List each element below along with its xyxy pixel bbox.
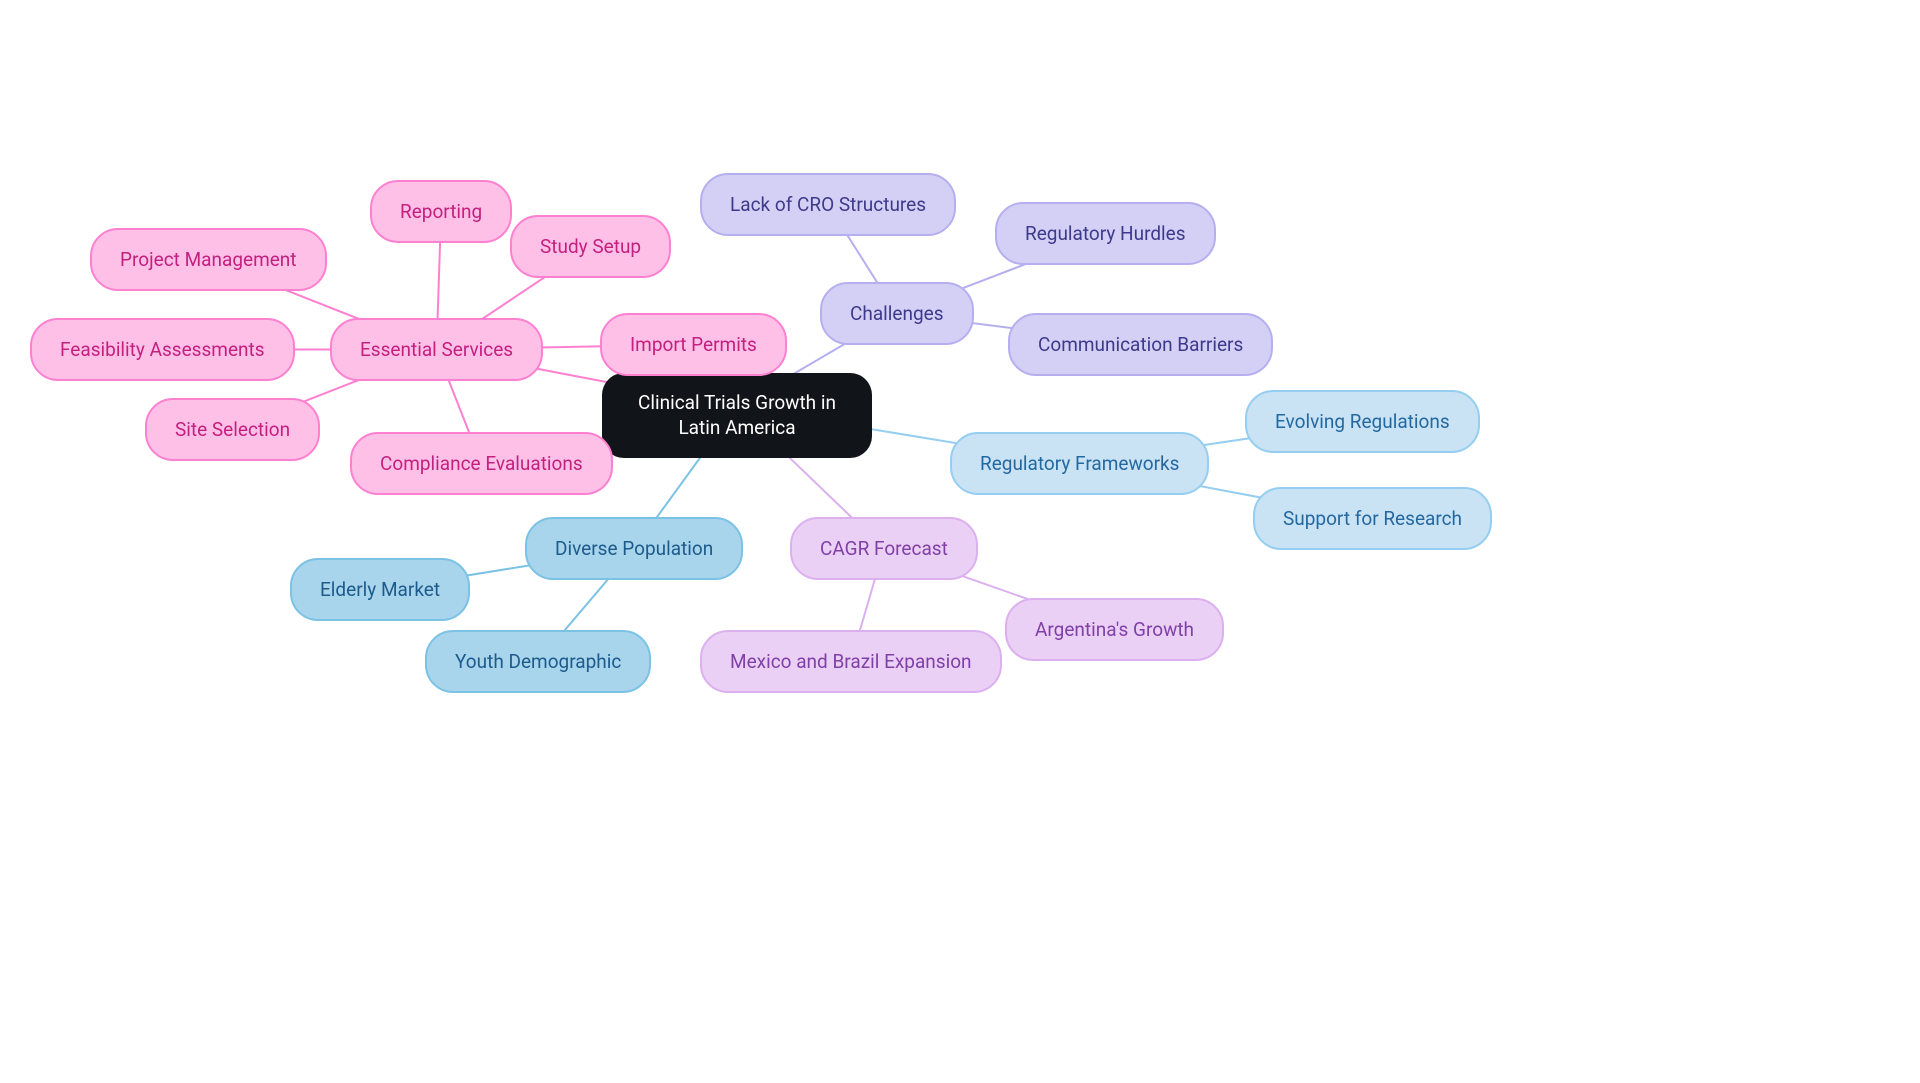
branch-essential: Essential Services (330, 318, 543, 381)
leaf-cagr-0: Argentina's Growth (1005, 598, 1224, 661)
leaf-cagr-1: Mexico and Brazil Expansion (700, 630, 1002, 693)
leaf-essential-6: Project Management (90, 228, 327, 291)
leaf-essential-4: Site Selection (145, 398, 320, 461)
leaf-essential-5: Feasibility Assessments (30, 318, 295, 381)
branch-challenges: Challenges (820, 282, 974, 345)
leaf-diverse-1: Youth Demographic (425, 630, 651, 693)
leaf-challenges-1: Regulatory Hurdles (995, 202, 1216, 265)
leaf-essential-3: Compliance Evaluations (350, 432, 613, 495)
leaf-diverse-0: Elderly Market (290, 558, 470, 621)
leaf-challenges-0: Lack of CRO Structures (700, 173, 956, 236)
leaf-essential-2: Import Permits (600, 313, 787, 376)
leaf-regulatory-1: Support for Research (1253, 487, 1492, 550)
branch-cagr: CAGR Forecast (790, 517, 978, 580)
leaf-essential-0: Reporting (370, 180, 512, 243)
branch-diverse: Diverse Population (525, 517, 743, 580)
leaf-essential-1: Study Setup (510, 215, 671, 278)
center-node: Clinical Trials Growth in Latin America (602, 373, 872, 458)
leaf-regulatory-0: Evolving Regulations (1245, 390, 1480, 453)
branch-regulatory: Regulatory Frameworks (950, 432, 1209, 495)
leaf-challenges-2: Communication Barriers (1008, 313, 1273, 376)
